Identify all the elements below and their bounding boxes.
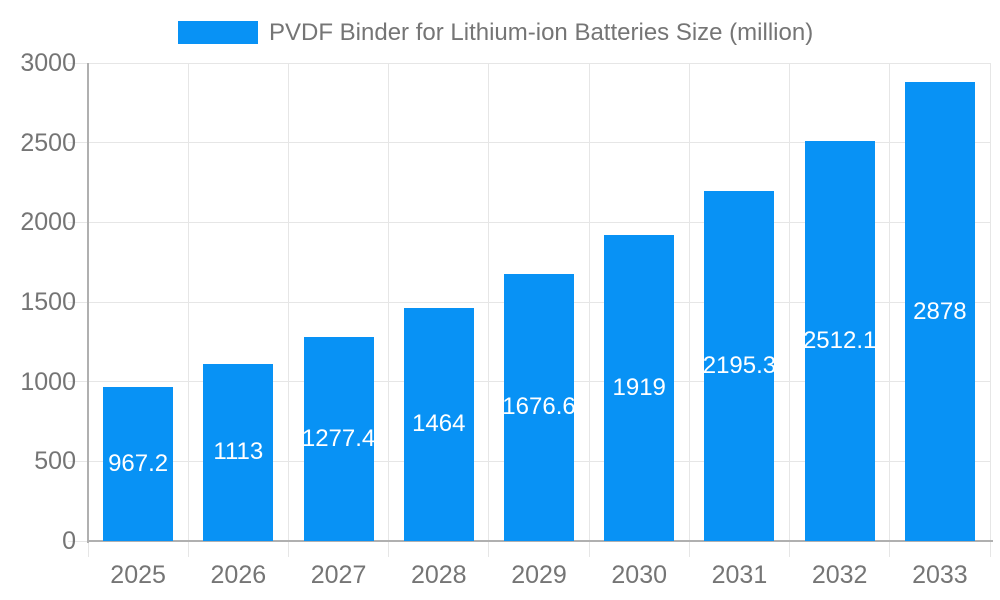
y-axis-label-0: 0 [62, 527, 76, 555]
y-axis-line [87, 63, 89, 543]
x-axis-line [87, 540, 993, 542]
gridline-vertical [187, 63, 189, 541]
bar-value-label: 2512.1 [802, 326, 877, 354]
x-axis-label-2031: 2031 [711, 561, 768, 589]
gridline-vertical [287, 63, 289, 541]
y-axis-label-2000: 2000 [20, 208, 76, 237]
y-axis-tick [68, 62, 88, 64]
bar-value-label: 1277.4 [301, 425, 376, 453]
bar-value-label: 2195.3 [702, 352, 777, 380]
legend: PVDF Binder for Lithium-ion Batteries Si… [178, 19, 813, 46]
bar-2031[interactable]: 2195.3 [702, 191, 777, 541]
y-axis-label-500: 500 [34, 447, 76, 476]
y-axis-tick [68, 540, 88, 542]
gridline-vertical [488, 63, 490, 541]
x-axis-tick [87, 541, 89, 557]
x-axis-label-2028: 2028 [410, 561, 467, 589]
gridline-vertical [889, 63, 891, 541]
y-axis-label-2500: 2500 [20, 128, 76, 157]
y-axis-tick [68, 301, 88, 303]
bar-value-label: 1464 [412, 410, 466, 438]
x-axis-label-2033: 2033 [912, 561, 968, 589]
x-axis-label-2030: 2030 [611, 561, 668, 589]
x-axis-label-2032: 2032 [811, 561, 868, 589]
bar-2027[interactable]: 1277.4 [301, 337, 376, 541]
x-axis-tick [187, 541, 189, 557]
legend-swatch [178, 21, 258, 44]
bar-value-label: 1113 [213, 438, 264, 466]
gridline-horizontal [88, 221, 990, 223]
bar-2026[interactable]: 1113 [203, 363, 274, 541]
bar-2030[interactable]: 1919 [604, 235, 675, 541]
y-axis-tick [68, 381, 88, 383]
bar-2033[interactable]: 2878 [904, 82, 975, 541]
bar-value-label: 1919 [612, 374, 666, 402]
bar-value-label: 2878 [913, 297, 967, 325]
x-axis-tick [889, 541, 891, 557]
y-axis-tick [68, 221, 88, 223]
gridline-horizontal [88, 62, 990, 64]
bar-2029[interactable]: 1676.6 [502, 273, 576, 541]
x-axis-tick [588, 541, 590, 557]
y-axis-label-1500: 1500 [20, 288, 76, 316]
bar-2025[interactable]: 967.2 [103, 386, 174, 541]
x-axis-label-2026: 2026 [210, 561, 267, 589]
bar-value-label: 1676.6 [502, 393, 576, 421]
gridline-vertical [789, 63, 791, 541]
gridline-vertical [989, 63, 991, 541]
x-axis-label-2029: 2029 [511, 561, 567, 589]
bar-2032[interactable]: 2512.1 [802, 140, 877, 541]
x-axis-tick [989, 541, 991, 557]
x-axis-label-2025: 2025 [110, 561, 166, 589]
chart-title: PVDF Binder for Lithium-ion Batteries Si… [269, 18, 814, 46]
y-axis-label-1000: 1000 [20, 367, 76, 396]
bar-2028[interactable]: 1464 [403, 307, 474, 541]
x-axis-tick [287, 541, 289, 557]
gridline-horizontal [88, 142, 990, 144]
bar-value-label: 967.2 [108, 449, 169, 477]
x-axis-tick [688, 541, 690, 557]
gridline-vertical [688, 63, 690, 541]
x-axis-label-2027: 2027 [310, 561, 367, 589]
x-axis-tick [488, 541, 490, 557]
x-axis-tick [789, 541, 791, 557]
y-axis-tick [68, 142, 88, 144]
y-axis-label-3000: 3000 [20, 49, 76, 77]
y-axis-tick [68, 460, 88, 462]
x-axis-tick [388, 541, 390, 557]
gridline-vertical [588, 63, 590, 541]
gridline-vertical [388, 63, 390, 541]
